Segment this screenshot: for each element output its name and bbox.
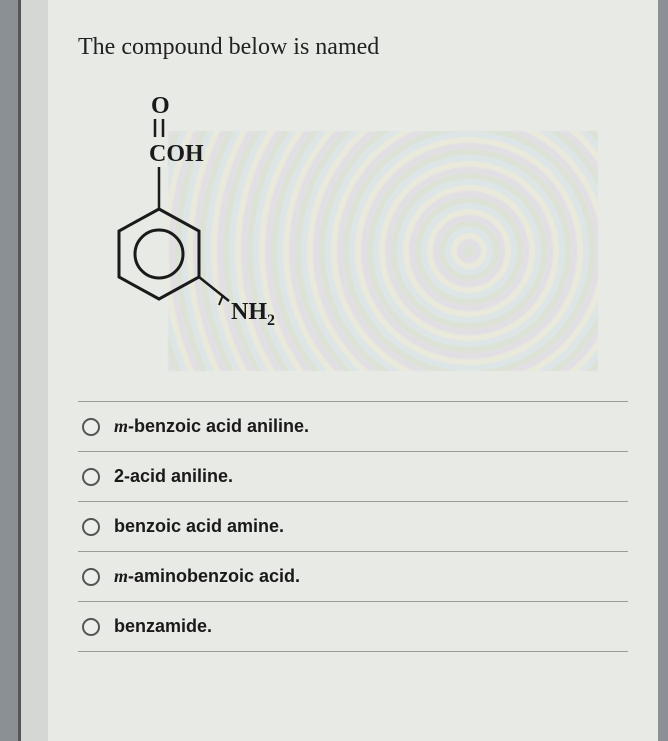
label-coh: COH [149,141,204,167]
bond-to-nh2 [199,277,229,301]
nh2-tick [219,295,223,305]
label-oxygen: O [151,93,170,119]
option-row-3[interactable]: benzoic acid amine. [78,502,628,552]
radio-icon[interactable] [82,468,100,486]
option-label-4: m-aminobenzoic acid. [114,566,300,587]
option-text-1: -benzoic acid aniline. [128,416,309,436]
option-label-2: 2-acid aniline. [114,466,233,487]
option-text-2: 2-acid aniline. [114,466,233,486]
label-nh2: NH2 [231,299,275,329]
option-row-1[interactable]: m-benzoic acid aniline. [78,402,628,452]
radio-icon[interactable] [82,618,100,636]
radio-icon[interactable] [82,518,100,536]
question-card: The compound below is named O COH NH2 [48,0,658,741]
chemical-structure: O COH NH2 [103,91,333,371]
benzene-hexagon [119,209,199,299]
option-text-3: benzoic acid amine. [114,516,284,536]
option-row-5[interactable]: benzamide. [78,602,628,652]
option-row-2[interactable]: 2-acid aniline. [78,452,628,502]
option-label-5: benzamide. [114,616,212,637]
option-label-3: benzoic acid amine. [114,516,284,537]
radio-icon[interactable] [82,568,100,586]
question-prompt: The compound below is named [78,34,628,61]
options-list: m-benzoic acid aniline. 2-acid aniline. … [78,401,628,652]
option-label-1: m-benzoic acid aniline. [114,416,309,437]
option-text-4: -aminobenzoic acid. [128,566,300,586]
radio-icon[interactable] [82,418,100,436]
benzene-circle [135,230,183,278]
option-row-4[interactable]: m-aminobenzoic acid. [78,552,628,602]
option-italic-1: m [114,416,128,436]
option-italic-4: m [114,566,128,586]
chemical-structure-area: O COH NH2 [78,91,598,381]
option-text-5: benzamide. [114,616,212,636]
